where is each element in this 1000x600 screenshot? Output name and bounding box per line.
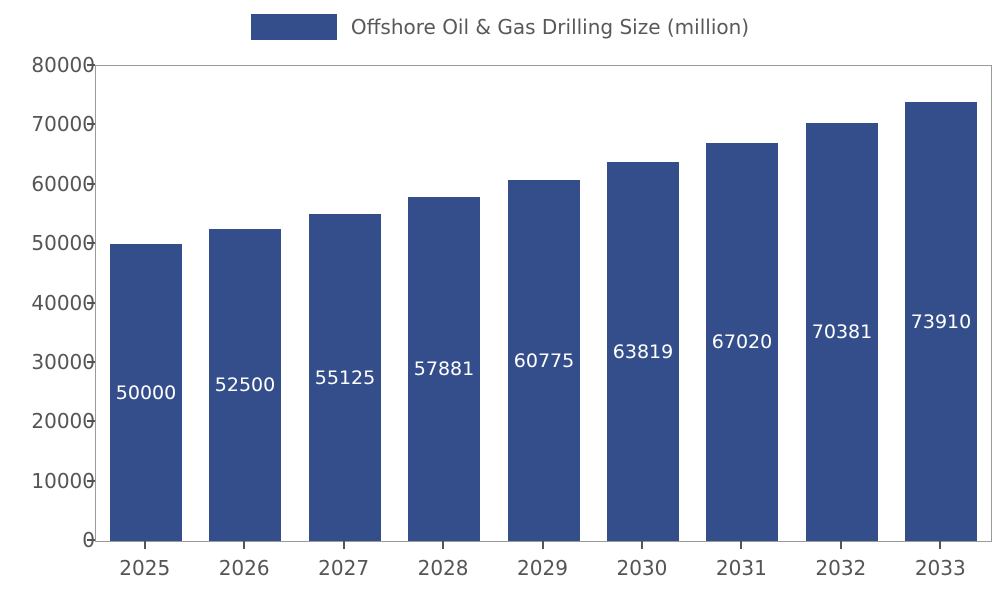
x-tick-label: 2028 [417, 556, 469, 580]
bar-value-label: 67020 [711, 331, 773, 353]
x-tick-label: 2027 [318, 556, 370, 580]
y-tick-label: 80000 [31, 53, 95, 77]
x-tick-mark [839, 541, 842, 549]
bar [905, 102, 977, 541]
y-tick-mark [87, 182, 95, 185]
bar [607, 162, 679, 541]
y-tick-label: 20000 [31, 409, 95, 434]
x-tick-label: 2031 [715, 556, 767, 580]
y-tick-mark [87, 64, 95, 66]
legend-swatch [250, 14, 337, 40]
x-tick-label: 2033 [914, 556, 966, 580]
x-tick-label: 2030 [616, 556, 668, 580]
bar [706, 143, 778, 541]
x-tick-mark [939, 541, 942, 549]
y-tick-mark [87, 539, 95, 541]
y-tick-mark [87, 301, 95, 304]
y-tick-label: 30000 [31, 349, 95, 374]
x-tick-mark [143, 541, 146, 549]
y-tick-label: 40000 [31, 290, 95, 315]
x-tick-mark [442, 541, 445, 549]
x-tick-mark [740, 541, 743, 549]
legend-label: Offshore Oil & Gas Drilling Size (millio… [350, 15, 750, 39]
bar [806, 123, 878, 541]
y-tick-label: 50000 [31, 231, 95, 256]
bar-value-label: 70381 [811, 321, 873, 343]
bar [209, 229, 281, 541]
y-tick-label: 10000 [31, 468, 95, 493]
y-tick-label: 60000 [31, 171, 95, 196]
y-tick-mark [87, 420, 95, 423]
bar-value-label: 57881 [413, 358, 475, 380]
x-tick-mark [342, 541, 345, 549]
y-tick-label: 70000 [31, 112, 95, 137]
x-tick-mark [541, 541, 544, 549]
legend: Offshore Oil & Gas Drilling Size (millio… [0, 14, 1000, 40]
plot-area: 50000 52500 55125 57881 60775 63819 67020 70381… [95, 65, 992, 542]
bar-value-label: 60775 [513, 349, 575, 372]
y-tick-mark [87, 360, 95, 363]
bar-value-label: 52500 [214, 374, 276, 396]
bar [309, 214, 381, 541]
bar [408, 197, 480, 541]
x-tick-label: 2026 [218, 556, 270, 580]
x-tick-mark [243, 541, 246, 549]
x-tick-label: 2025 [119, 556, 171, 580]
x-tick-label: 2032 [815, 556, 867, 580]
y-tick-mark [87, 242, 95, 245]
y-tick-mark [87, 123, 95, 126]
bar-value-label: 63819 [612, 340, 674, 363]
bar [508, 180, 580, 541]
x-tick-mark [640, 541, 643, 549]
bar-value-label: 55125 [314, 366, 376, 389]
y-tick-mark [87, 479, 95, 482]
bar-value-label: 73910 [910, 310, 972, 333]
bar-value-label: 50000 [115, 381, 177, 404]
x-tick-label: 2029 [517, 556, 568, 580]
bar [110, 244, 182, 541]
